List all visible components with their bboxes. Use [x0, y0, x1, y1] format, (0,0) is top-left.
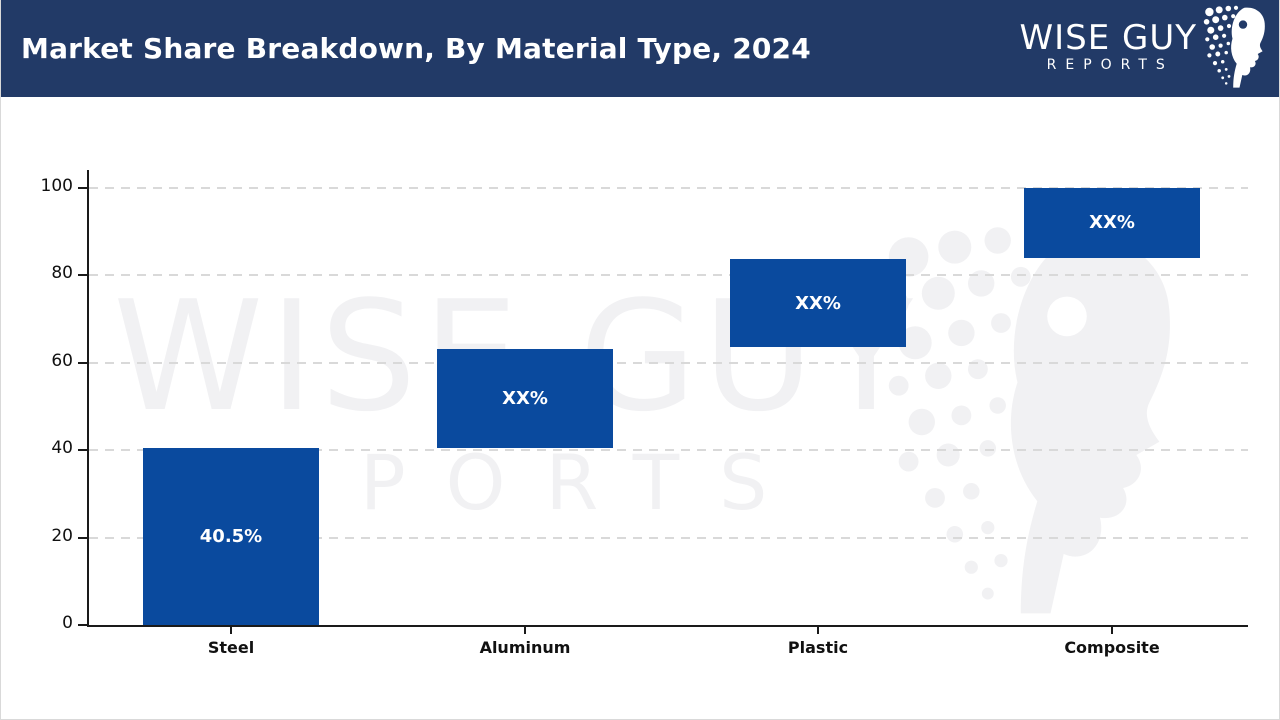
- gridline-40: [89, 449, 1248, 451]
- bar-value-label: XX%: [1089, 212, 1135, 234]
- y-tick-label: 60: [51, 350, 73, 371]
- category-label-aluminum: Aluminum: [479, 638, 571, 657]
- gridline-20: [89, 536, 1248, 539]
- gridline-80: [89, 274, 1248, 276]
- y-tick-label: 80: [51, 263, 73, 283]
- header-bar: Market Share Breakdown, By Material Type…: [1, 0, 1279, 97]
- category-label-steel: Steel: [207, 638, 255, 657]
- wiseguy-face-icon: [1201, 4, 1271, 90]
- y-tick-label: 40: [51, 438, 73, 458]
- x-tick-mark: [1111, 627, 1113, 634]
- x-axis-line: [87, 625, 1248, 627]
- y-tick-mark: [78, 536, 87, 539]
- logo-subtitle: REPORTS: [1046, 56, 1174, 73]
- y-tick-mark: [78, 361, 87, 364]
- category-label-composite: Composite: [1064, 638, 1160, 657]
- y-tick-mark: [78, 624, 87, 626]
- y-tick-label: 100: [40, 175, 73, 196]
- bar-plastic: XX%: [730, 259, 906, 348]
- bar-value-label: XX%: [795, 292, 841, 314]
- chart-title: Market Share Breakdown, By Material Type…: [21, 32, 811, 65]
- bar-steel: 40.5%: [143, 447, 319, 625]
- logo-text: WISE GUY REPORTS: [1019, 18, 1197, 73]
- x-tick-mark: [524, 627, 526, 634]
- y-tick-mark: [78, 274, 87, 276]
- y-axis-line: [87, 170, 89, 627]
- y-tick-label: 20: [51, 525, 73, 546]
- gridline-100: [89, 186, 1248, 189]
- y-tick-mark: [78, 449, 87, 451]
- x-tick-mark: [230, 627, 232, 634]
- bar-value-label: XX%: [502, 387, 548, 409]
- wiseguy-logo: WISE GUY REPORTS: [1019, 4, 1271, 90]
- x-tick-mark: [817, 627, 819, 634]
- y-tick-mark: [78, 186, 87, 189]
- gridline-60: [89, 361, 1248, 364]
- bar-composite: XX%: [1024, 187, 1200, 259]
- watermark-face-icon: [869, 222, 1199, 622]
- bar-value-label: 40.5%: [199, 525, 263, 547]
- bar-aluminum: XX%: [437, 348, 613, 448]
- logo-wordmark: WISE GUY: [1019, 18, 1197, 59]
- y-tick-label: 0: [62, 613, 73, 633]
- category-label-plastic: Plastic: [787, 638, 849, 657]
